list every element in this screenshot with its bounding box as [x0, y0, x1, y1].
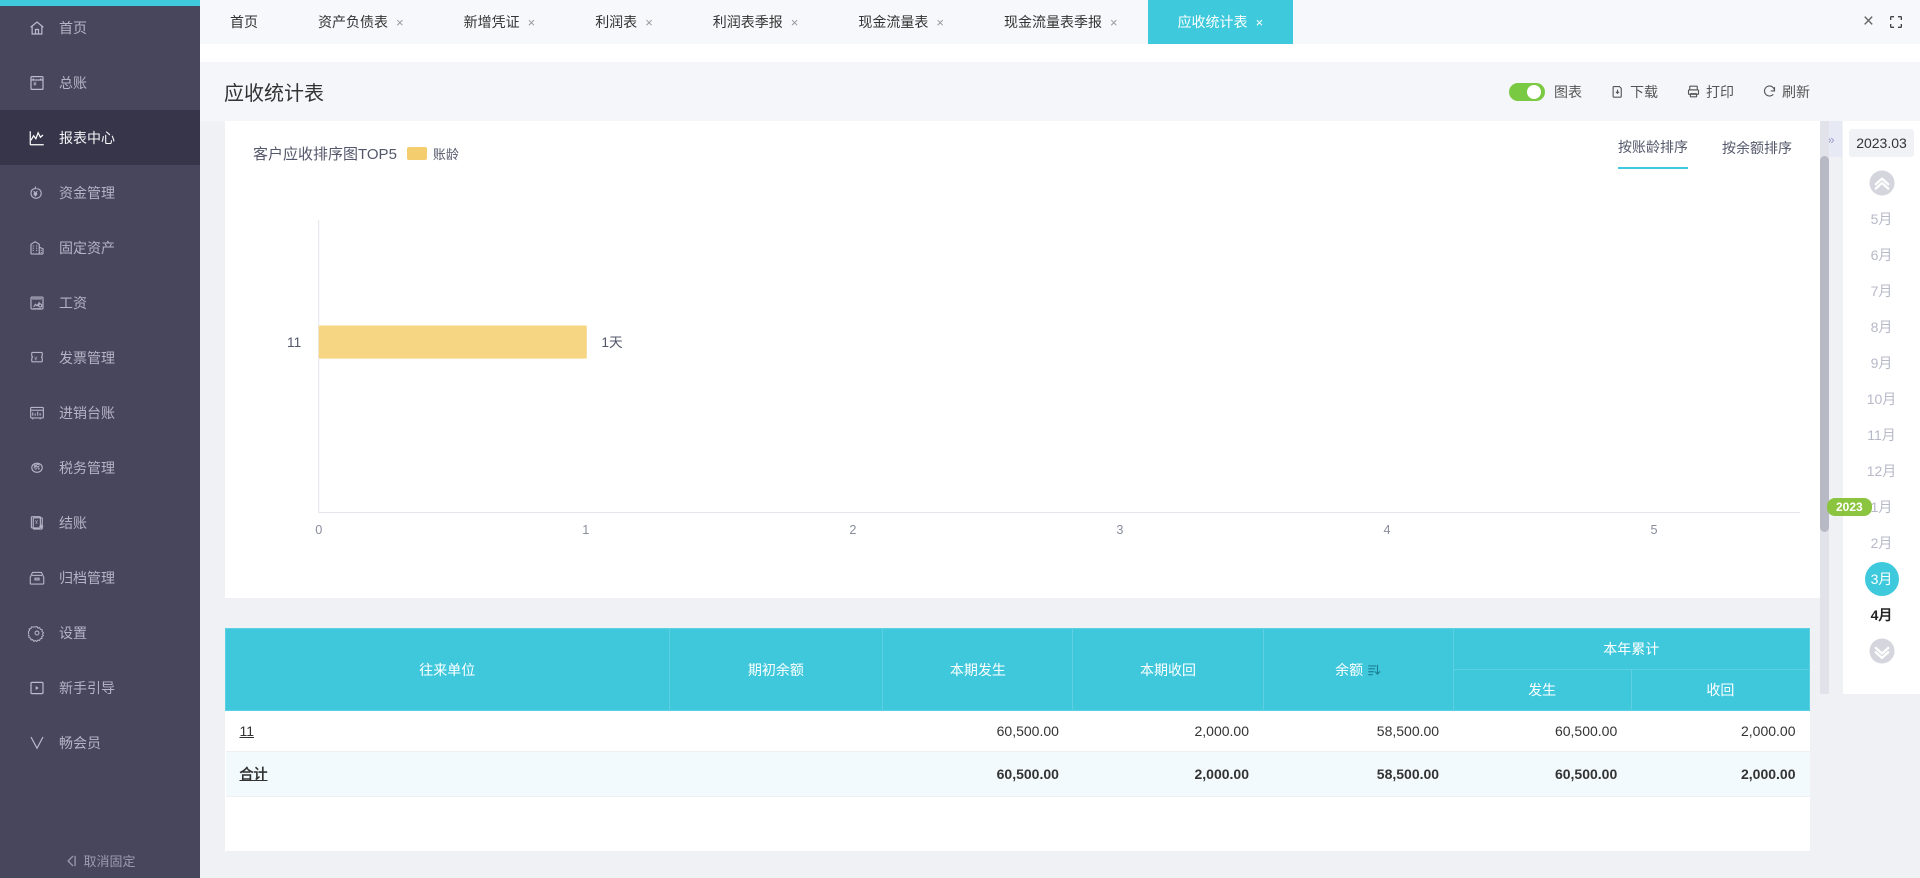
svg-text:1天: 1天 — [601, 335, 623, 350]
svg-text:2: 2 — [849, 523, 856, 537]
svg-text:5: 5 — [1651, 523, 1658, 537]
svg-text:¥: ¥ — [33, 82, 37, 88]
svg-text:4: 4 — [1383, 523, 1390, 537]
svg-text:1: 1 — [582, 523, 589, 537]
svg-text:3: 3 — [1116, 523, 1123, 537]
svg-text:¥: ¥ — [34, 192, 38, 198]
svg-text:税: 税 — [33, 461, 40, 470]
svg-text:¥: ¥ — [35, 519, 38, 525]
svg-text:0: 0 — [315, 523, 322, 537]
svg-text:11: 11 — [287, 335, 301, 350]
